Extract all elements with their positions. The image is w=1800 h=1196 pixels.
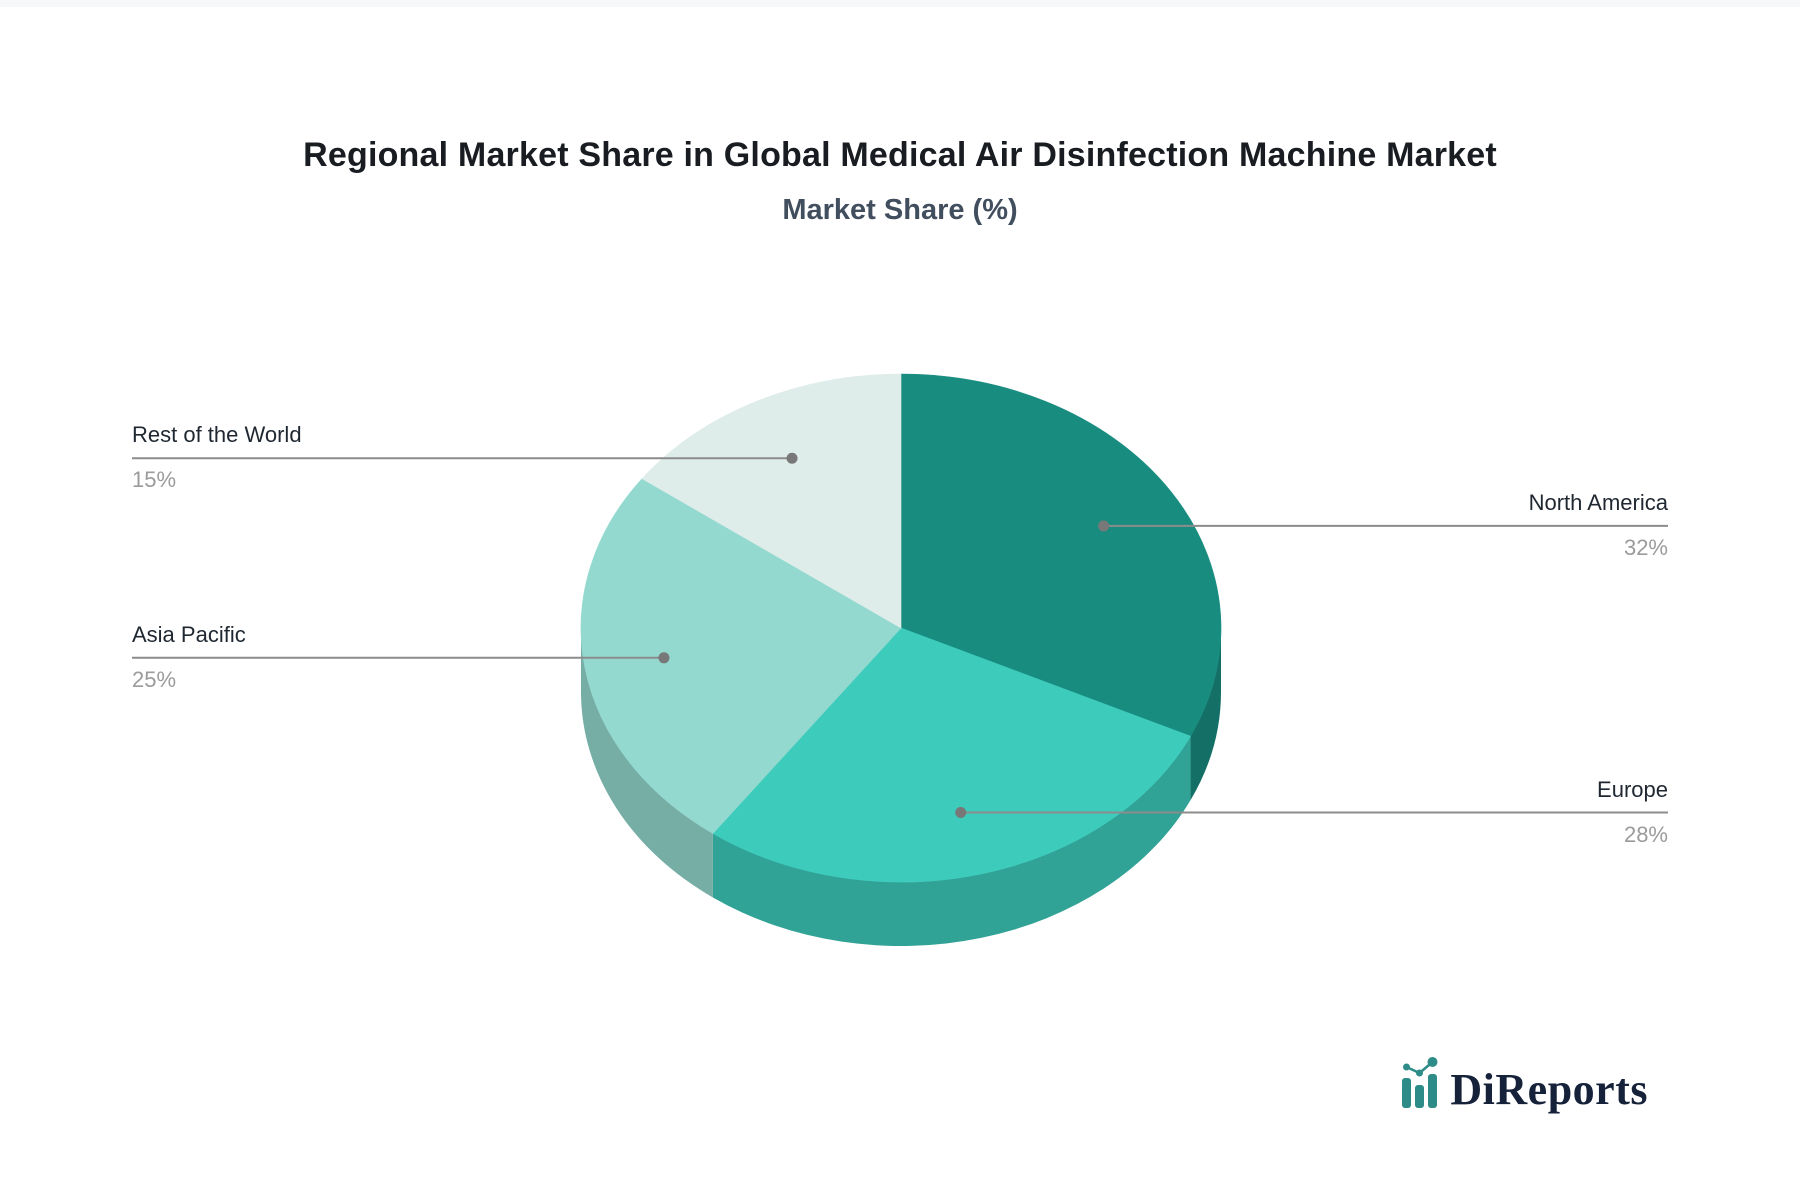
bar-chart-trend-icon [1402,1057,1438,1108]
leader-dot-europe [955,807,967,819]
pie-slice-side-asia-pacific [581,628,713,898]
slice-percent-europe: 28% [1623,821,1668,847]
slice-percent-north-america: 32% [1623,534,1668,560]
top-border [0,0,1800,7]
pie-slice-north-america[interactable] [900,373,1222,737]
pie-slice-side-north-america [1190,628,1221,801]
slice-label-north-america: North America [1528,489,1668,515]
chart-subtitle: Market Share (%) [782,194,1018,226]
leader-dot-north-america [1098,520,1110,532]
leader-dot-rest-of-the-world [786,452,798,464]
chart-title: Regional Market Share in Global Medical … [303,136,1497,174]
slice-percent-rest-of-the-world: 15% [132,467,177,493]
pie-slice-europe[interactable] [712,627,1191,883]
pie-slice-rest-of-the-world[interactable] [641,373,902,629]
slice-label-europe: Europe [1597,776,1668,802]
pie-slice-asia-pacific[interactable] [580,478,902,834]
slice-percent-asia-pacific: 25% [132,666,177,692]
leader-dot-asia-pacific [658,652,670,664]
brand-logo: DiReports [1394,1054,1648,1112]
slice-label-asia-pacific: Asia Pacific [132,621,246,647]
pie-slice-side-europe [712,736,1191,946]
brand-logo-text: DiReports [1450,1065,1648,1114]
slice-label-rest-of-the-world: Rest of the World [132,422,302,448]
